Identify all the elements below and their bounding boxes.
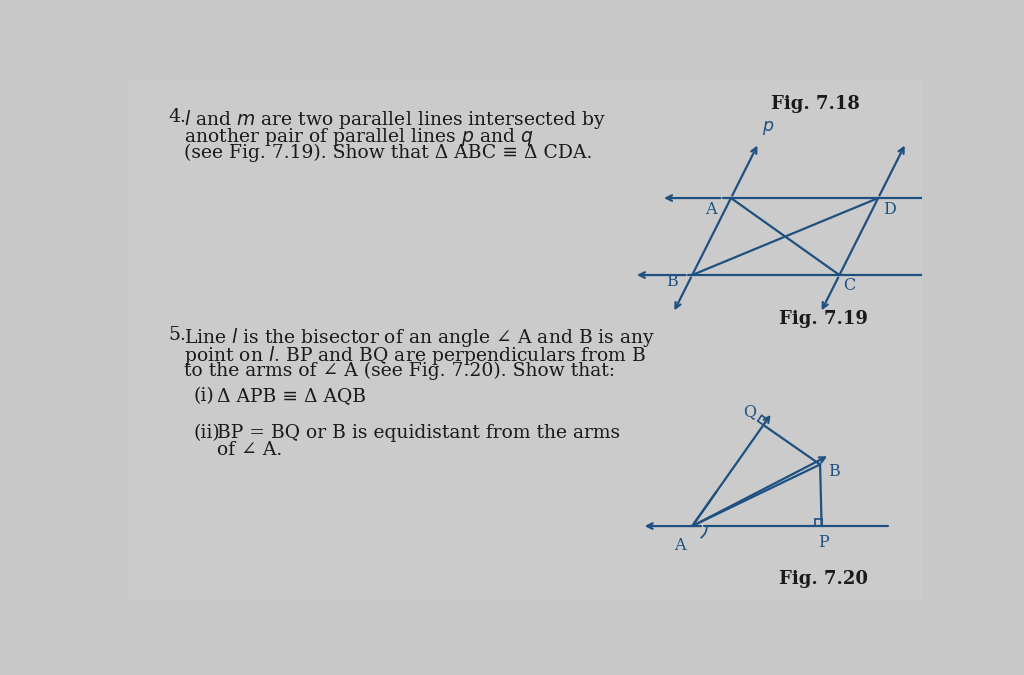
Text: to the arms of ∠ A (see Fig. 7.20). Show that:: to the arms of ∠ A (see Fig. 7.20). Show… (183, 361, 614, 379)
Text: (see Fig. 7.19). Show that Δ ABC ≡ Δ CDA.: (see Fig. 7.19). Show that Δ ABC ≡ Δ CDA… (183, 143, 592, 161)
Text: D: D (883, 201, 896, 218)
Text: P: P (818, 534, 829, 551)
Text: 5.: 5. (168, 326, 186, 344)
Text: Line $l$ is the bisector of an angle ∠ A and B is any: Line $l$ is the bisector of an angle ∠ A… (183, 326, 655, 349)
Text: another pair of parallel lines $p$ and $q$: another pair of parallel lines $p$ and $… (183, 126, 534, 148)
Text: of ∠ A.: of ∠ A. (217, 441, 283, 460)
Text: Fig. 7.18: Fig. 7.18 (771, 95, 860, 113)
Text: point on $l$. BP and BQ are perpendiculars from B: point on $l$. BP and BQ are perpendicula… (183, 344, 646, 367)
Text: B: B (667, 273, 678, 290)
Text: 4.: 4. (168, 108, 186, 126)
Text: Fig. 7.20: Fig. 7.20 (779, 570, 868, 588)
Text: (i): (i) (194, 387, 215, 406)
Text: $l$ and $m$ are two parallel lines intersected by: $l$ and $m$ are two parallel lines inter… (183, 108, 605, 131)
Text: B: B (827, 463, 840, 480)
Text: A: A (675, 537, 686, 554)
Text: A: A (706, 201, 717, 218)
Text: Fig. 7.19: Fig. 7.19 (779, 310, 868, 329)
Text: Q: Q (742, 404, 756, 421)
Text: BP = BQ or B is equidistant from the arms: BP = BQ or B is equidistant from the arm… (217, 424, 621, 441)
Text: Δ APB ≡ Δ AQB: Δ APB ≡ Δ AQB (217, 387, 367, 406)
Text: $p$: $p$ (762, 119, 774, 137)
Text: C: C (844, 277, 856, 294)
Text: (ii): (ii) (194, 424, 220, 441)
